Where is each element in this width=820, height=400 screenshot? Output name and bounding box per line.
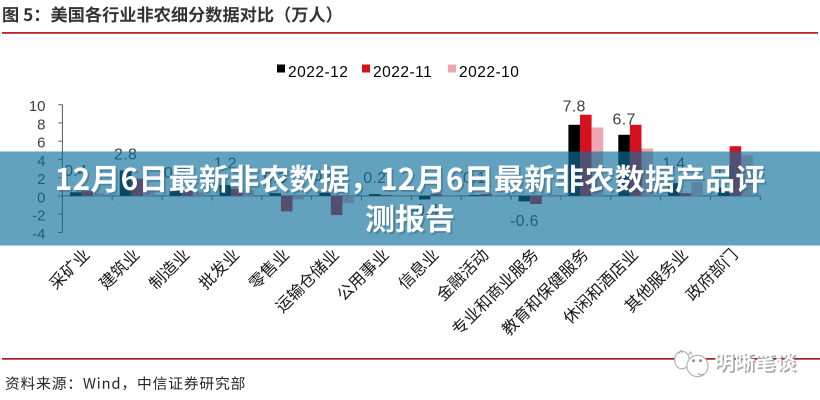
svg-text:8: 8 — [37, 116, 45, 133]
svg-text:10: 10 — [29, 98, 46, 115]
svg-text:2022-11: 2022-11 — [373, 64, 432, 81]
svg-text:2022-12: 2022-12 — [288, 64, 348, 81]
svg-text:7.8: 7.8 — [563, 98, 586, 115]
svg-text:6.7: 6.7 — [613, 111, 636, 128]
svg-text:2022-10: 2022-10 — [459, 64, 519, 81]
svg-text:6: 6 — [37, 135, 45, 152]
